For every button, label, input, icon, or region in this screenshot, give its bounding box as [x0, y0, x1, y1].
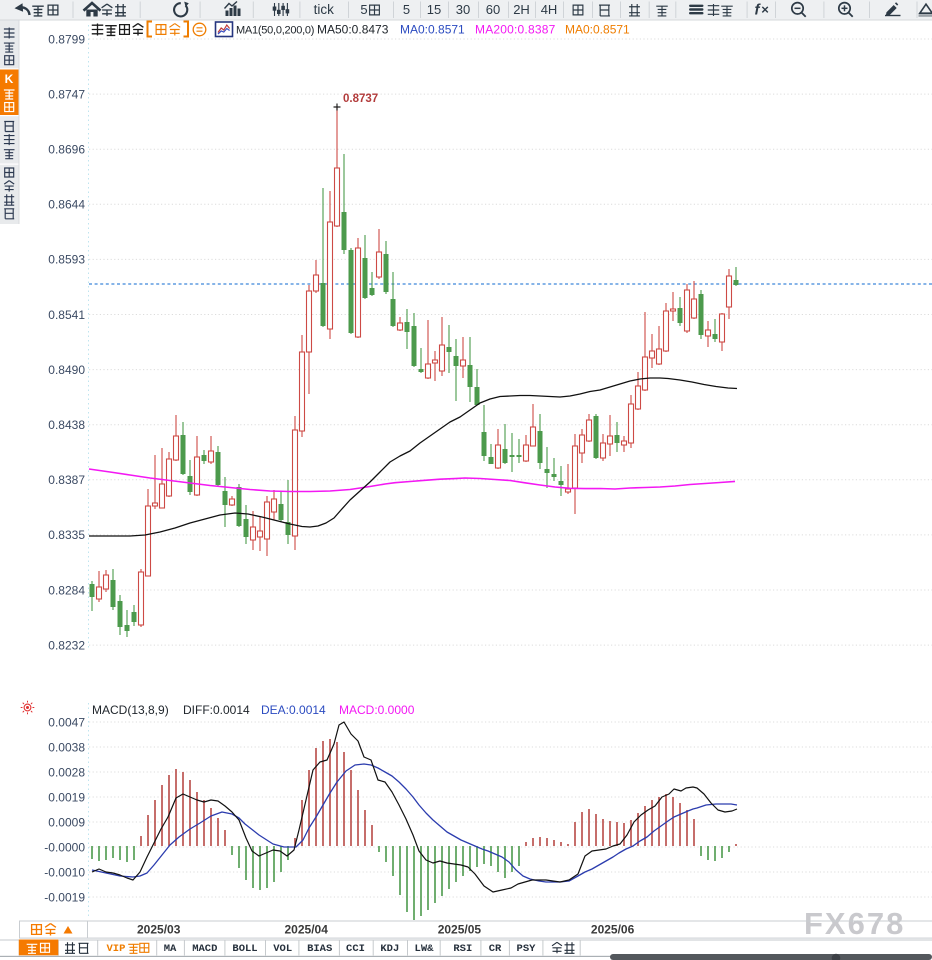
svg-text:0.0019: 0.0019 — [48, 790, 85, 804]
svg-text:KDJ: KDJ — [380, 943, 399, 955]
svg-text:MA: MA — [164, 943, 177, 955]
svg-text:2025/03: 2025/03 — [137, 923, 181, 937]
svg-text:LW&: LW& — [415, 943, 435, 955]
svg-text:30: 30 — [456, 2, 470, 17]
svg-text:PSY: PSY — [517, 943, 537, 955]
svg-text:5: 5 — [360, 2, 367, 17]
svg-text:0.8747: 0.8747 — [48, 87, 85, 101]
svg-text:2025/04: 2025/04 — [285, 923, 329, 937]
svg-text:-0.0000: -0.0000 — [44, 840, 85, 854]
svg-text:K: K — [5, 72, 14, 86]
svg-text:0.0009: 0.0009 — [48, 815, 85, 829]
svg-text:MA1(50,0,200,0): MA1(50,0,200,0) — [236, 25, 314, 37]
svg-text:0.8284: 0.8284 — [48, 583, 85, 597]
svg-text:VIP: VIP — [107, 943, 126, 955]
svg-text:0.8232: 0.8232 — [48, 638, 85, 652]
svg-text:0.8593: 0.8593 — [48, 253, 85, 267]
svg-text:VOL: VOL — [273, 943, 292, 955]
svg-text:MA0:0.8571: MA0:0.8571 — [400, 23, 465, 37]
svg-text:BOLL: BOLL — [232, 943, 257, 955]
svg-text:0.8541: 0.8541 — [48, 308, 85, 322]
svg-text:DIFF:0.0014: DIFF:0.0014 — [183, 703, 250, 717]
svg-text:4H: 4H — [541, 2, 558, 17]
svg-text:MACD:0.0000: MACD:0.0000 — [339, 703, 415, 717]
svg-text:CR: CR — [489, 943, 502, 955]
svg-text:0.0038: 0.0038 — [48, 740, 85, 754]
svg-text:MACD(13,8,9): MACD(13,8,9) — [92, 703, 169, 717]
svg-text:MA50:0.8473: MA50:0.8473 — [317, 23, 389, 37]
svg-text:CCI: CCI — [346, 943, 365, 955]
svg-text:2025/06: 2025/06 — [591, 923, 635, 937]
svg-text:tick: tick — [314, 2, 335, 17]
svg-text:f: f — [755, 2, 762, 19]
svg-text:0.8799: 0.8799 — [48, 32, 85, 46]
svg-text:0.8335: 0.8335 — [48, 528, 85, 542]
svg-text:RSI: RSI — [453, 943, 472, 955]
svg-text:FX678: FX678 — [804, 906, 905, 941]
svg-text:×: × — [761, 2, 769, 17]
svg-text:5: 5 — [403, 2, 410, 17]
svg-text:MA200:0.8387: MA200:0.8387 — [475, 23, 556, 37]
svg-text:0.8644: 0.8644 — [48, 198, 85, 212]
svg-text:0.8438: 0.8438 — [48, 418, 85, 432]
svg-text:-0.0010: -0.0010 — [44, 865, 85, 879]
svg-text:60: 60 — [486, 2, 500, 17]
svg-text:0.8387: 0.8387 — [48, 473, 85, 487]
svg-text:MA0:0.8571: MA0:0.8571 — [565, 23, 630, 37]
svg-text:0.8490: 0.8490 — [48, 363, 85, 377]
svg-text:-0.0019: -0.0019 — [44, 890, 85, 904]
svg-text:0.8696: 0.8696 — [48, 143, 85, 157]
svg-text:0.8737: 0.8737 — [343, 93, 378, 105]
svg-text:MACD: MACD — [192, 943, 217, 955]
svg-text:2H: 2H — [513, 2, 530, 17]
svg-text:0.0047: 0.0047 — [48, 715, 85, 729]
svg-text:DEA:0.0014: DEA:0.0014 — [261, 703, 326, 717]
svg-text:BIAS: BIAS — [307, 943, 332, 955]
svg-text:0.0028: 0.0028 — [48, 765, 85, 779]
svg-text:2025/05: 2025/05 — [438, 923, 482, 937]
svg-text:15: 15 — [427, 2, 441, 17]
